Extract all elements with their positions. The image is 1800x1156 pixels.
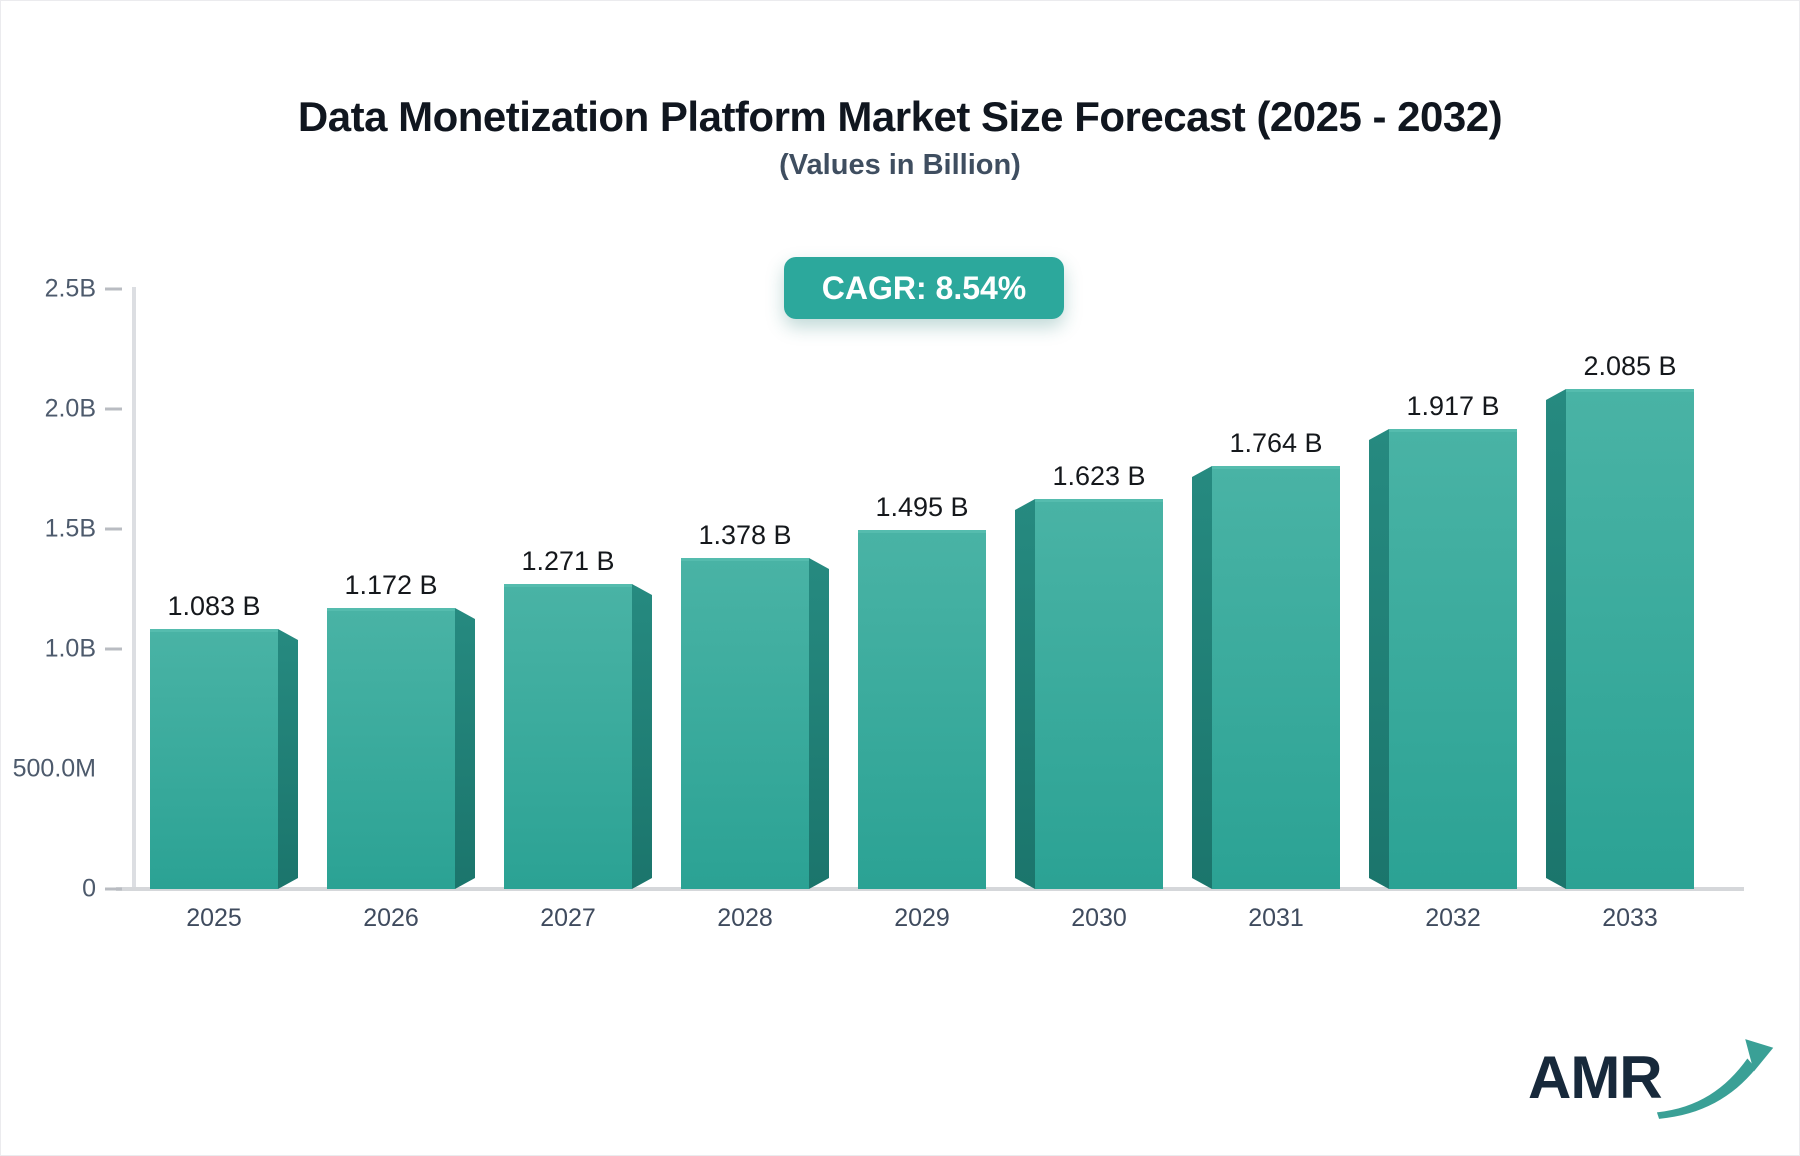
y-axis-tick-mark <box>105 647 122 651</box>
bar-2031 <box>1212 466 1340 889</box>
amr-logo: AMR <box>1528 1037 1774 1121</box>
x-axis-label-2025: 2025 <box>186 904 242 932</box>
bar-2028 <box>681 558 809 889</box>
amr-logo-text: AMR <box>1528 1044 1663 1111</box>
bar-2033 <box>1566 389 1694 889</box>
y-axis-tick-label: 0 <box>82 874 96 903</box>
y-axis-line <box>132 287 136 891</box>
y-axis-tick-label: 1.5B <box>44 514 96 543</box>
bar-side-2027 <box>632 584 652 889</box>
bar-2027 <box>504 584 632 889</box>
y-axis-tick-mark <box>105 407 122 411</box>
bar-value-label-2032: 1.917 B <box>1406 391 1500 421</box>
bar-side-2033 <box>1546 389 1566 889</box>
bar-value-label-2033: 2.085 B <box>1583 351 1677 381</box>
bar-side-2025 <box>278 629 298 889</box>
y-axis-tick-mark <box>105 887 122 891</box>
x-axis-label-2030: 2030 <box>1071 904 1127 932</box>
chart-title: Data Monetization Platform Market Size F… <box>297 93 1503 140</box>
bar-value-label-2030: 1.623 B <box>1052 461 1146 491</box>
y-axis-tick-mark <box>105 527 122 531</box>
bar-2029 <box>858 530 986 889</box>
bar-value-label-2028: 1.378 B <box>698 520 792 550</box>
bar-value-label-2031: 1.764 B <box>1229 428 1323 458</box>
bar-value-label-2027: 1.271 B <box>521 546 615 576</box>
bar-value-label-2025: 1.083 B <box>167 591 261 621</box>
growth-arrow-icon <box>1656 1039 1774 1119</box>
y-axis-tick-mark <box>105 287 122 291</box>
y-axis-tick-label: 2.5B <box>44 274 96 303</box>
cagr-badge: CAGR: 8.54% <box>784 257 1064 319</box>
bar-side-2028 <box>809 558 829 889</box>
bar-value-label-2029: 1.495 B <box>875 492 969 522</box>
x-axis-label-2028: 2028 <box>717 904 773 932</box>
x-axis-label-2026: 2026 <box>363 904 419 932</box>
x-axis-label-2032: 2032 <box>1425 904 1481 932</box>
bar-2032 <box>1389 429 1517 889</box>
y-axis-tick-label: 500.0M <box>12 754 96 783</box>
x-axis-label-2027: 2027 <box>540 904 596 932</box>
bar-2030 <box>1035 499 1163 889</box>
bar-2026 <box>327 608 455 889</box>
x-axis-label-2033: 2033 <box>1602 904 1658 932</box>
bar-value-label-2026: 1.172 B <box>344 570 438 600</box>
chart-subtitle: (Values in Billion) <box>779 149 1021 181</box>
bar-side-2032 <box>1369 429 1389 889</box>
bar-side-2026 <box>455 608 475 889</box>
bar-2025 <box>150 629 278 889</box>
cagr-badge-label: CAGR: 8.54% <box>821 269 1027 306</box>
bar-side-2030 <box>1015 499 1035 889</box>
bar-side-2031 <box>1192 466 1212 889</box>
x-axis-baseline <box>116 887 1744 891</box>
y-axis-tick-label: 1.0B <box>44 634 96 663</box>
x-axis-label-2029: 2029 <box>894 904 950 932</box>
x-axis-label-2031: 2031 <box>1248 904 1304 932</box>
y-axis-tick-label: 2.0B <box>44 394 96 423</box>
